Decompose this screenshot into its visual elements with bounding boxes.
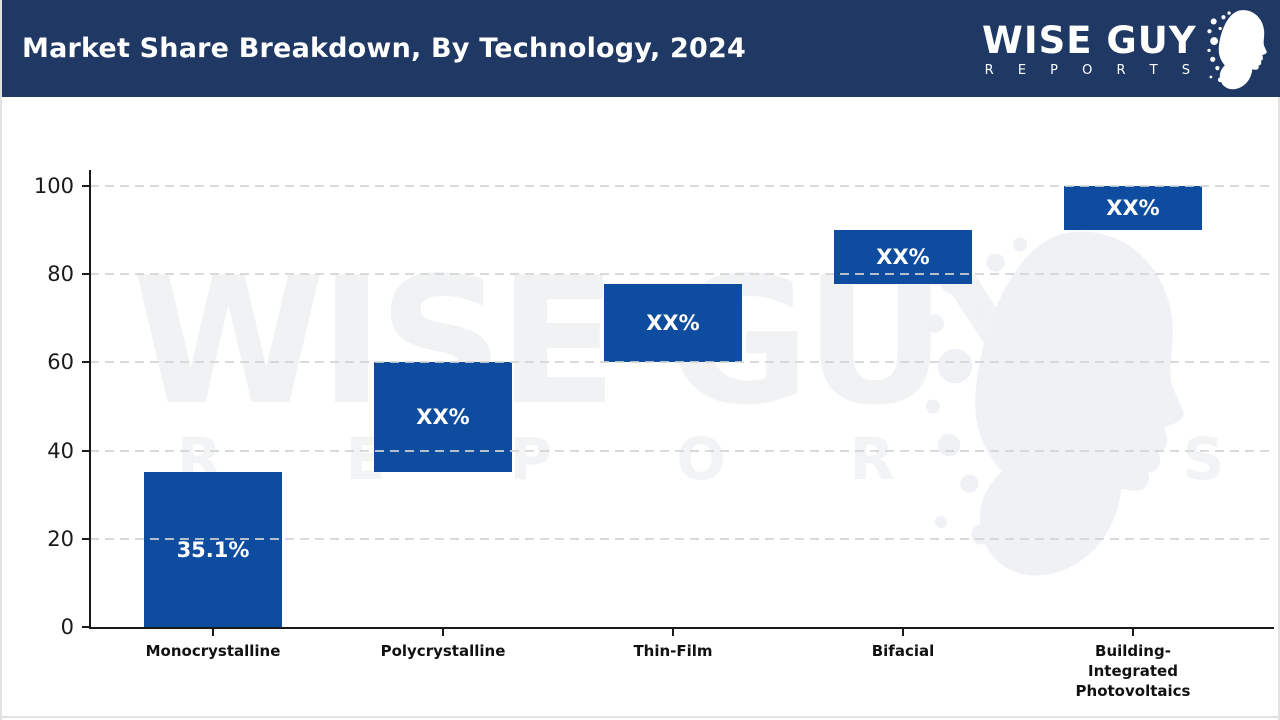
brand-logo: WISE GUY R E P O R T S (979, 6, 1268, 92)
x-tick-mark (902, 629, 904, 636)
x-tick-mark (672, 629, 674, 636)
bar-bifacial: XX% (834, 230, 972, 285)
x-tick-label-polycrystalline: Polycrystalline (380, 642, 506, 660)
wise-guy-face-icon (1206, 7, 1268, 91)
bar-value-label: XX% (416, 404, 470, 429)
y-tick-mark-0 (82, 626, 90, 628)
bar-value-label: XX% (876, 245, 930, 270)
bar-polycrystalline: XX% (374, 361, 512, 473)
y-axis-line (89, 170, 91, 629)
y-tick-label-80: 80 (47, 262, 74, 287)
y-tick-label-0: 0 (60, 615, 74, 639)
x-tick-mark (212, 629, 214, 636)
page-bottom-divider (2, 716, 1280, 718)
bar-value-label: 35.1% (176, 537, 250, 562)
x-axis-line (89, 627, 1274, 629)
brand-wordmark: WISE GUY R E P O R T S (979, 18, 1200, 78)
x-tick-label-thin-film: Thin-Film (633, 642, 713, 660)
gridline-20 (90, 537, 1272, 540)
gridline-60 (90, 361, 1272, 364)
x-tick-label-bifacial: Bifacial (871, 642, 935, 660)
bar-building-integrated-photovoltaics: XX% (1064, 186, 1202, 231)
header-bar: Market Share Breakdown, By Technology, 2… (2, 0, 1280, 97)
y-tick-mark-100 (82, 185, 90, 187)
brand-name: WISE GUY (982, 18, 1197, 62)
y-tick-label-100: 100 (33, 174, 74, 198)
gridline-100 (90, 185, 1272, 187)
y-tick-mark-40 (82, 449, 90, 452)
bar-thin-film: XX% (604, 284, 742, 362)
bar-value-label: XX% (646, 310, 700, 335)
x-tick-label-building-integrated-photovoltaics: Building-Integrated Photovoltaics (1075, 642, 1191, 700)
page-title: Market Share Breakdown, By Technology, 2… (22, 33, 747, 64)
y-tick-label-40: 40 (47, 438, 74, 463)
x-tick-mark (442, 629, 444, 636)
y-tick-mark-60 (82, 361, 90, 364)
plot-area: 0 20 40 60 80 100 35.1% Monocrystalline XX% Polyc… (34, 174, 1272, 700)
bar-value-label: XX% (1106, 196, 1160, 221)
gridline-80 (90, 273, 1272, 276)
x-tick-mark (1132, 629, 1134, 636)
y-tick-label-60: 60 (47, 350, 74, 375)
x-tick-label-monocrystalline: Monocrystalline (145, 642, 281, 660)
y-tick-label-20: 20 (47, 526, 74, 551)
y-tick-mark-80 (82, 273, 90, 276)
bar-monocrystalline: 35.1% (144, 472, 282, 627)
y-tick-mark-20 (82, 537, 90, 540)
brand-subtitle: R E P O R T S (984, 62, 1200, 78)
gridline-40 (90, 449, 1272, 452)
